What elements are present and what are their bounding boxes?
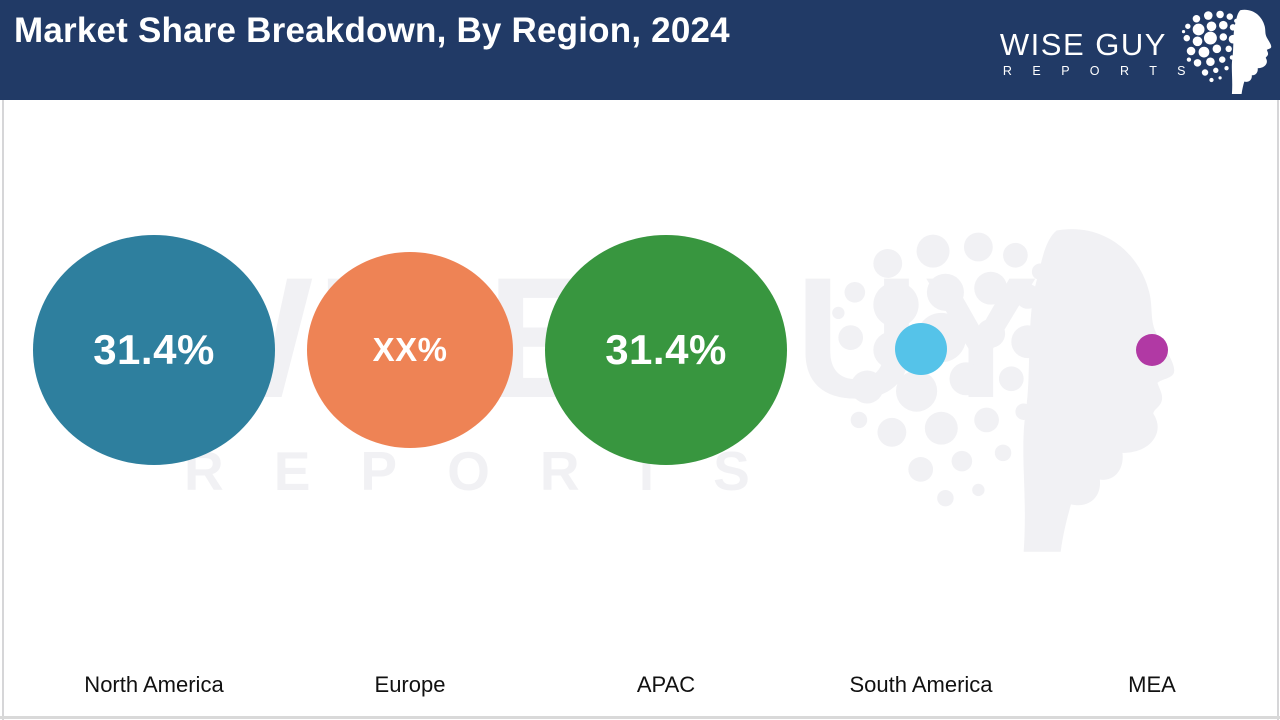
brand-name: WISE GUY [999, 27, 1167, 62]
bubble-north-america: 31.4% [33, 235, 275, 465]
category-label-mea: MEA [1128, 672, 1176, 697]
brand-logo-text: WISE GUY R E P O R T S [999, 27, 1194, 79]
brand-logo: WISE GUY R E P O R T S [1000, 6, 1272, 96]
left-border-line [2, 100, 4, 720]
bottom-border-line [0, 716, 1280, 719]
category-label-apac: APAC [636, 672, 696, 697]
watermark-head-icon [832, 229, 1175, 552]
page-title: Market Share Breakdown, By Region, 2024 [14, 11, 730, 50]
bubble-apac: 31.4% [545, 235, 787, 465]
bubble-value-label: 31.4% [93, 326, 215, 373]
brand-subtitle: R E P O R T S [1002, 64, 1194, 78]
category-label-north-america: North America [84, 672, 224, 697]
bubble-mea [1136, 334, 1168, 366]
right-border-line [1277, 100, 1279, 720]
bubble-value-label: XX% [372, 331, 448, 368]
bubble-south-america [895, 323, 947, 375]
bubble-value-label: 31.4% [605, 326, 727, 373]
brand-head-icon [1181, 9, 1272, 94]
category-label-europe: Europe [374, 672, 446, 697]
category-label-south-america: South America [849, 672, 993, 697]
header: Market Share Breakdown, By Region, 2024 … [0, 0, 1280, 100]
bubble-europe: XX% [307, 252, 513, 448]
